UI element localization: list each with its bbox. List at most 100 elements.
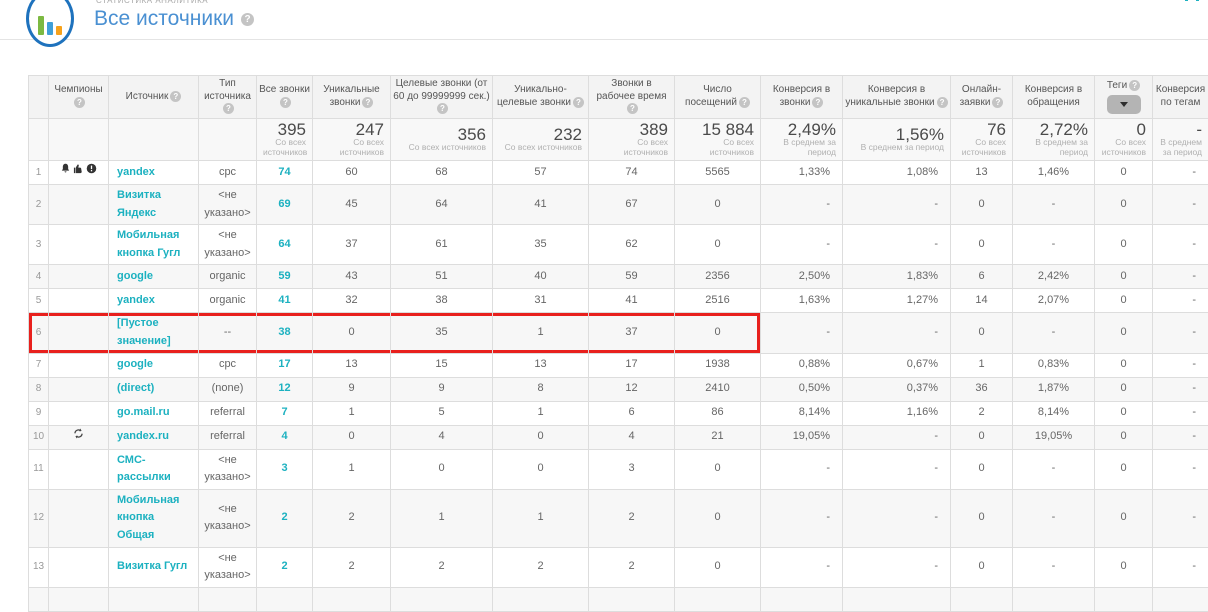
cell-target-calls: 61 — [391, 225, 493, 265]
cell-visits: 0 — [675, 449, 761, 489]
source-type-cell: cpc — [199, 353, 257, 377]
summary-value: 395 — [263, 121, 306, 139]
cell-conversion-leads: - — [1013, 489, 1095, 547]
source-link[interactable]: yandex — [117, 294, 155, 306]
source-link[interactable]: Мобильная кнопка Общая — [117, 494, 179, 541]
cell-unique-calls: 37 — [313, 225, 391, 265]
source-link[interactable]: (direct) — [117, 382, 154, 394]
help-icon[interactable]: ? — [992, 97, 1003, 108]
source-link[interactable]: google — [117, 358, 153, 370]
cell-all-calls[interactable]: 3 — [257, 449, 313, 489]
cell-unique-target-calls: 1 — [493, 313, 589, 353]
source-link[interactable]: Визитка Яндекс — [117, 189, 161, 219]
source-link[interactable]: Визитка Гугл — [117, 560, 187, 572]
cell-unique-target-calls: 0 — [493, 425, 589, 449]
champions-cell — [49, 353, 109, 377]
empty-cell — [49, 587, 109, 611]
help-icon[interactable]: ? — [812, 97, 823, 108]
tags-filter-button[interactable] — [1107, 95, 1141, 114]
source-link[interactable]: yandex.ru — [117, 430, 169, 442]
column-header-champions: Чемпионы? — [49, 76, 109, 119]
cell-conversion-unique-calls: 1,27% — [843, 289, 951, 313]
help-icon[interactable]: ? — [280, 97, 291, 108]
cell-conversion-leads: - — [1013, 225, 1095, 265]
help-icon[interactable]: ? — [627, 103, 638, 114]
empty-cell — [1095, 587, 1153, 611]
champions-cell — [49, 185, 109, 225]
help-icon[interactable]: ? — [1129, 80, 1140, 91]
source-type-cell: referral — [199, 401, 257, 425]
help-icon[interactable]: ? — [362, 97, 373, 108]
cell-all-calls[interactable]: 4 — [257, 425, 313, 449]
bell-icon[interactable] — [60, 163, 71, 181]
info-icon[interactable] — [86, 163, 97, 181]
help-icon[interactable]: ? — [170, 91, 181, 102]
cell-online-leads: 13 — [951, 161, 1013, 185]
help-icon[interactable]: ? — [739, 97, 750, 108]
summary-value: 247 — [319, 121, 384, 139]
cell-online-leads: 0 — [951, 185, 1013, 225]
cell-tags: 0 — [1095, 401, 1153, 425]
row-number: 11 — [29, 449, 49, 489]
source-link[interactable]: yandex — [117, 166, 155, 178]
cell-conversion-unique-calls: 1,08% — [843, 161, 951, 185]
title-help-icon[interactable]: ? — [241, 13, 254, 26]
cell-visits: 21 — [675, 425, 761, 449]
cell-all-calls[interactable]: 12 — [257, 377, 313, 401]
cell-all-calls[interactable]: 74 — [257, 161, 313, 185]
cell-tags: 0 — [1095, 377, 1153, 401]
cell-conversion-unique-calls: 1,83% — [843, 265, 951, 289]
source-type-cell: <не указано> — [199, 225, 257, 265]
cell-online-leads: 0 — [951, 489, 1013, 547]
help-icon[interactable]: ? — [223, 103, 234, 114]
champions-cell — [49, 547, 109, 587]
summary-value: 389 — [595, 121, 668, 139]
champions-cell — [49, 265, 109, 289]
source-link[interactable]: go.mail.ru — [117, 406, 170, 418]
cell-visits: 0 — [675, 313, 761, 353]
cell-all-calls[interactable]: 59 — [257, 265, 313, 289]
cell-visits: 2516 — [675, 289, 761, 313]
column-header-target-calls: Целевые звонки (от 60 до 99999999 сек.)? — [391, 76, 493, 119]
cell-all-calls[interactable]: 38 — [257, 313, 313, 353]
row-number: 10 — [29, 425, 49, 449]
cell-all-calls[interactable]: 17 — [257, 353, 313, 377]
empty-cell — [391, 587, 493, 611]
cell-all-calls[interactable]: 7 — [257, 401, 313, 425]
source-link[interactable]: google — [117, 270, 153, 282]
cell-all-calls[interactable]: 2 — [257, 547, 313, 587]
help-icon[interactable]: ? — [937, 97, 948, 108]
champions-cell — [49, 289, 109, 313]
summary-caption: В среднем за период — [849, 143, 944, 153]
expand-icon[interactable] — [1184, 0, 1200, 11]
help-icon[interactable]: ? — [437, 103, 448, 114]
help-icon[interactable]: ? — [74, 97, 85, 108]
cell-all-calls[interactable]: 69 — [257, 185, 313, 225]
page-title: Все источники — [94, 7, 234, 31]
summary-cell-conversion-unique-calls: 1,56%В среднем за период — [843, 118, 951, 160]
cell-all-calls[interactable]: 41 — [257, 289, 313, 313]
cell-tags: 0 — [1095, 161, 1153, 185]
summary-value: 1,56% — [849, 126, 944, 144]
cell-conversion-unique-calls: - — [843, 449, 951, 489]
source-cell: go.mail.ru — [109, 401, 199, 425]
cell-all-calls[interactable]: 2 — [257, 489, 313, 547]
source-cell: Визитка Яндекс — [109, 185, 199, 225]
source-link[interactable]: Мобильная кнопка Гугл — [117, 229, 180, 259]
column-header-unique-target-calls: Уникально-целевые звонки? — [493, 76, 589, 119]
source-link[interactable]: СМС-рассылки — [117, 454, 171, 484]
cell-visits: 5565 — [675, 161, 761, 185]
cell-conversion-leads: 19,05% — [1013, 425, 1095, 449]
source-link[interactable]: [Пустое значение] — [117, 317, 171, 347]
empty-cell — [313, 587, 391, 611]
like-icon[interactable] — [73, 163, 84, 181]
refresh-icon[interactable] — [73, 428, 84, 446]
cell-all-calls[interactable]: 64 — [257, 225, 313, 265]
help-icon[interactable]: ? — [573, 97, 584, 108]
cell-conversion-leads: 1,46% — [1013, 161, 1095, 185]
breadcrumb: СТАТИСТИКА АНАЛИТИКА — [96, 0, 208, 5]
cell-conversion-calls: 1,63% — [761, 289, 843, 313]
